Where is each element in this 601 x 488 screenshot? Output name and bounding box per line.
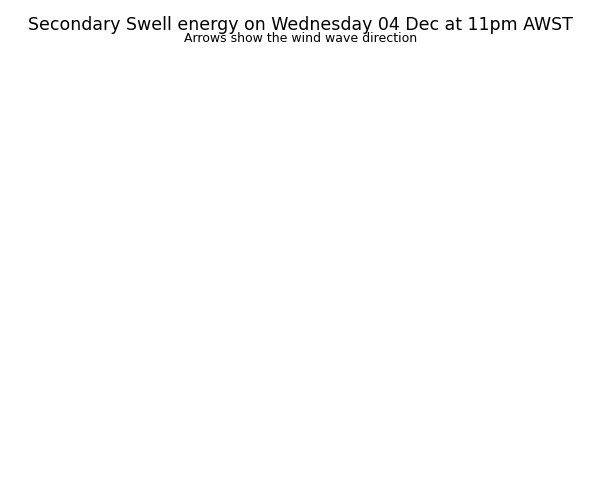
Text: Cartopy required: Cartopy required [242, 260, 359, 274]
Text: Secondary Swell energy on Wednesday 04 Dec at 11pm AWST: Secondary Swell energy on Wednesday 04 D… [28, 16, 573, 34]
Text: Arrows show the wind wave direction: Arrows show the wind wave direction [184, 32, 417, 45]
